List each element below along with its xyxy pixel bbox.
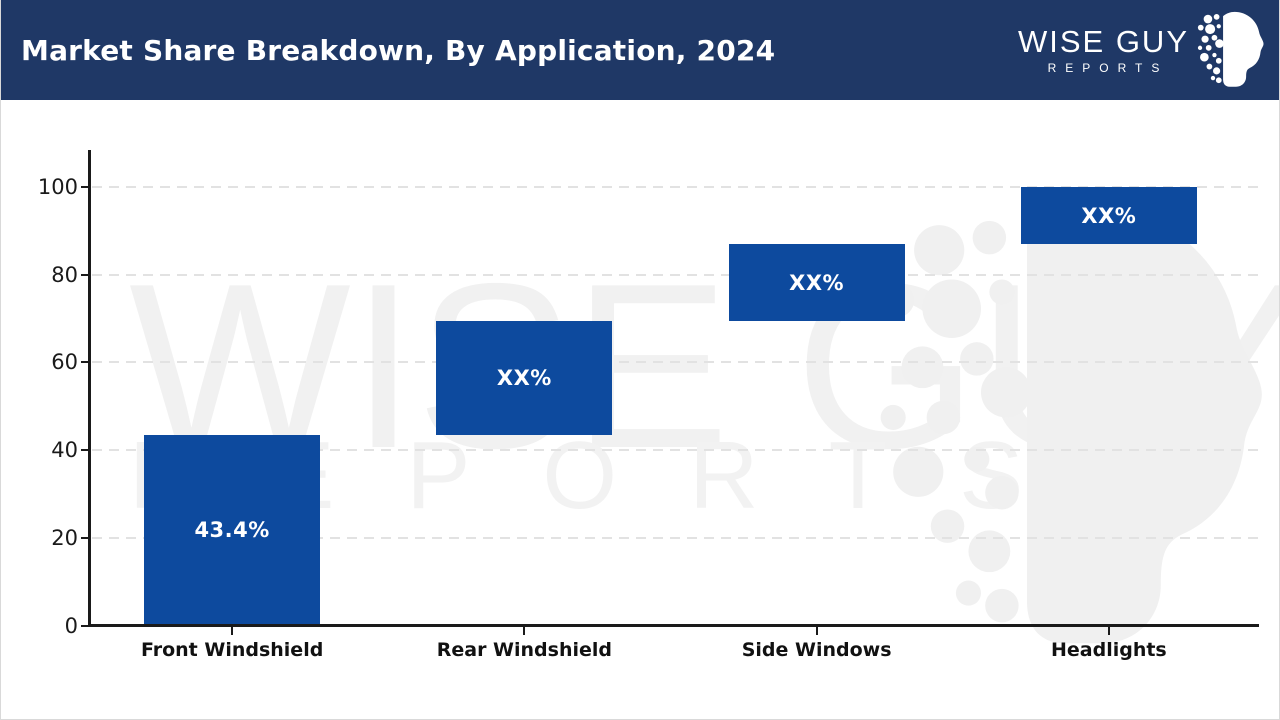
brand-logo-wordmark: WISE GUY	[1017, 23, 1189, 59]
gridline-y60	[92, 361, 1259, 364]
brand-logo: WISE GUY REPORTS	[1018, 6, 1267, 94]
page-title: Market Share Breakdown, By Application, …	[21, 33, 776, 67]
bar-value-label: XX%	[1081, 203, 1137, 228]
y-axis-tick-20	[81, 536, 89, 539]
x-axis-tick	[231, 627, 234, 635]
x-axis-tick	[1107, 627, 1110, 635]
category-label-4: Headlights	[1050, 639, 1167, 661]
bar-headlights[interactable]	[1020, 187, 1197, 244]
y-axis-tick-label-80: 80	[51, 262, 78, 287]
y-axis-line	[88, 150, 91, 627]
category-label-3: Side Windows	[741, 639, 892, 661]
y-axis-tick-label-20: 20	[51, 525, 78, 550]
bar-value-label: XX%	[789, 270, 845, 295]
x-axis-line	[88, 624, 1259, 627]
y-axis-tick-40	[81, 449, 89, 452]
bar-value-label: 43.4%	[194, 518, 270, 543]
y-axis-tick-80	[81, 273, 89, 276]
bar-rear-windshield[interactable]	[436, 321, 613, 436]
y-axis-tick-60	[81, 361, 89, 364]
brand-logo-subtext: REPORTS	[1047, 60, 1169, 75]
y-axis-tick-label-0: 0	[64, 613, 78, 638]
gridline-y100	[92, 186, 1259, 188]
gridline-y80	[92, 273, 1259, 276]
y-axis-tick-label-100: 100	[37, 175, 78, 199]
bar-front-windshield[interactable]	[144, 435, 321, 626]
y-axis-tick-label-40: 40	[51, 438, 78, 463]
y-axis-tick-label-60: 60	[51, 350, 78, 375]
x-axis-tick	[523, 627, 526, 635]
header-bar: Market Share Breakdown, By Application, …	[1, 0, 1279, 100]
x-axis-tick	[815, 627, 818, 635]
brand-logo-head-icon	[1197, 11, 1264, 87]
bar-value-label: XX%	[496, 366, 552, 391]
gridline-y40	[92, 449, 1259, 452]
category-label-2: Rear Windshield	[436, 639, 613, 661]
y-axis-tick-100	[81, 186, 89, 188]
bar-side-windows[interactable]	[728, 244, 905, 322]
category-label-1: Front Windshield	[140, 639, 324, 661]
y-axis-tick-0	[81, 624, 89, 627]
gridline-y20	[92, 536, 1259, 539]
